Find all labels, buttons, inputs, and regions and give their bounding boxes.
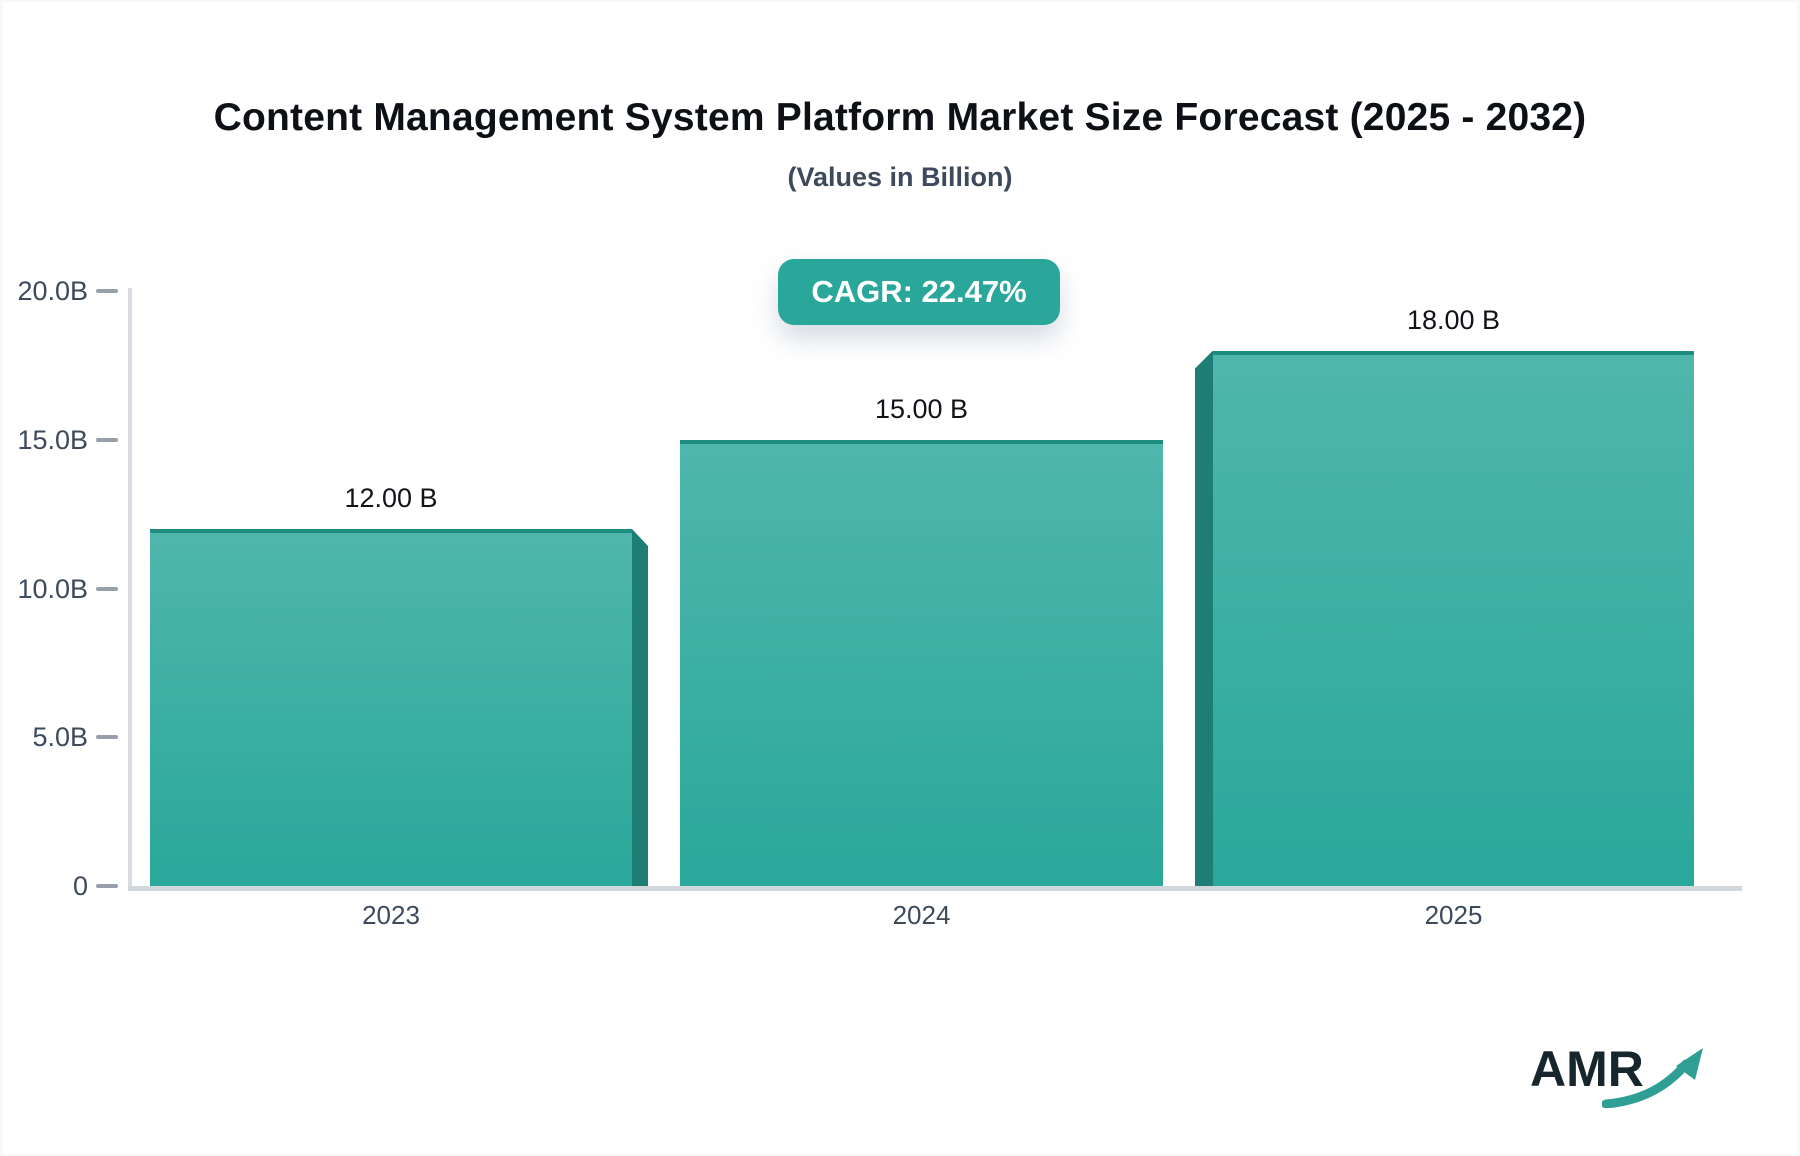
x-axis-label: 2024 [892, 900, 951, 930]
y-tick-mark [96, 586, 118, 591]
y-tick-mark [96, 735, 118, 740]
x-axis-label: 2025 [1424, 900, 1483, 930]
chart-subtitle: (Values in Billion) [787, 162, 1013, 192]
y-tick-label: 20.0B [17, 276, 88, 306]
bar-3d-side [1195, 350, 1213, 886]
chart-title: Content Management System Platform Marke… [213, 96, 1587, 139]
bar-2023 [150, 529, 632, 886]
bar-2024 [680, 439, 1163, 886]
y-tick-label: 5.0B [32, 722, 88, 753]
y-tick-label: 15.0B [17, 424, 88, 455]
trend-arrow-icon [1602, 1048, 1703, 1108]
bar-2025 [1213, 350, 1694, 886]
bar-value-label: 12.00 B [344, 483, 438, 513]
y-tick-label: 0 [72, 871, 88, 901]
amr-logo-text: AMR [1530, 1041, 1644, 1097]
y-tick-mark [96, 884, 118, 888]
y-tick-label: 10.0B [17, 573, 88, 604]
amr-logo: AMR [1530, 1032, 1750, 1112]
y-tick-mark [96, 289, 118, 293]
bar-3d-side [632, 529, 648, 886]
cagr-badge: CAGR: 22.47% [778, 259, 1060, 325]
cagr-badge-label: CAGR: 22.47% [811, 274, 1027, 309]
bar-value-label: 15.00 B [874, 393, 969, 424]
y-tick-mark [96, 437, 118, 442]
x-axis-label: 2023 [362, 900, 420, 930]
bar-value-label: 18.00 B [1406, 304, 1501, 335]
x-axis-baseline [128, 886, 1742, 891]
y-axis-line [128, 288, 132, 889]
